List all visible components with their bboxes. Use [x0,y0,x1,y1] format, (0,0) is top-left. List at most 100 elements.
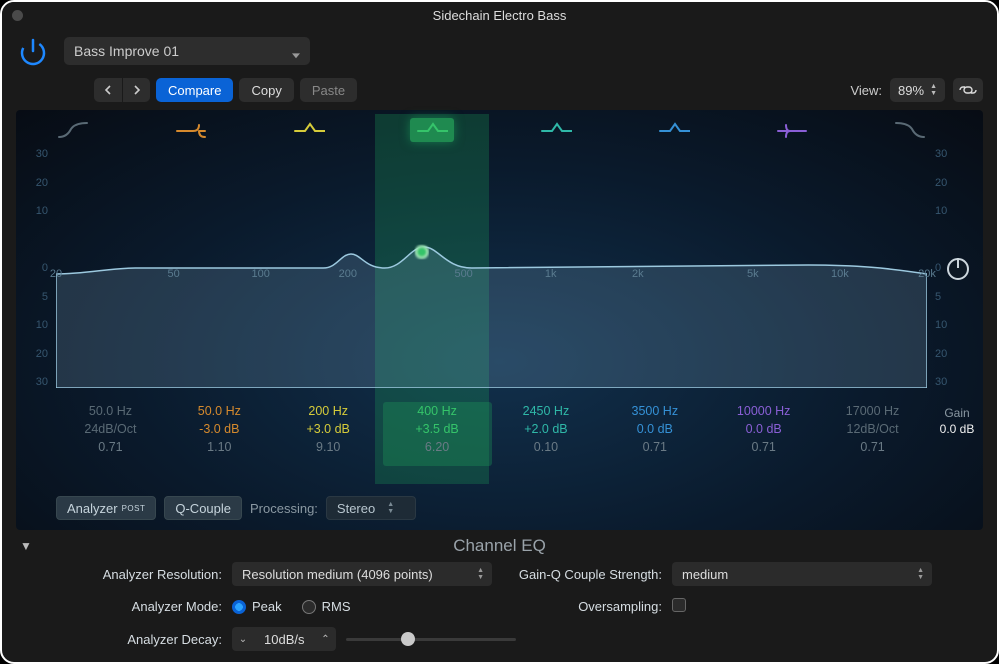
window-title: Sidechain Electro Bass [433,8,567,23]
band-q: 0.71 [818,438,927,456]
analyzer-decay-value: 10dB/s [254,632,314,647]
band-freq: 50.0 Hz [56,402,165,420]
band-freq: 50.0 Hz [165,402,274,420]
band-q: 9.10 [274,438,383,456]
analyzer-decay-stepper[interactable]: ⌄ 10dB/s ⌃ [232,627,336,651]
oversampling-checkbox[interactable] [672,598,932,615]
preset-selector[interactable]: Bass Improve 01 [64,37,310,65]
close-traffic-light[interactable] [12,10,23,21]
preset-prev-button[interactable] [94,78,122,102]
gain-readout: Gain 0.0 dB [933,406,981,436]
radio-on-icon [232,600,246,614]
band-freq: 2450 Hz [492,402,601,420]
band-parameters: 50.0 Hz24dB/Oct0.7150.0 Hz-3.0 dB1.10200… [56,402,927,466]
analyzer-mode-label: Analyzer Mode: [32,599,232,614]
copy-button[interactable]: Copy [239,78,293,102]
band-freq: 17000 Hz [818,402,927,420]
band-gain: 24dB/Oct [56,420,165,438]
band-gain: 12dB/Oct [818,420,927,438]
band-icon-4[interactable] [410,118,454,142]
band-icon-7[interactable] [775,120,809,140]
analyzer-res-label: Analyzer Resolution: [32,567,232,582]
band-freq: 400 Hz [383,402,492,420]
oversampling-label: Oversampling: [492,599,672,614]
band-2-params[interactable]: 50.0 Hz-3.0 dB1.10 [165,402,274,466]
band-icon-5[interactable] [539,120,573,140]
power-button[interactable] [16,34,50,68]
band-q: 1.10 [165,438,274,456]
chevron-down-icon: ⌄ [232,634,254,645]
preset-name: Bass Improve 01 [74,43,179,59]
updown-icon: ▲▼ [387,501,394,515]
gainq-label: Gain-Q Couple Strength: [492,567,672,582]
toolbar-row2: Compare Copy Paste View: 89% ▲▼ [2,78,997,110]
gainq-select[interactable]: medium ▲▼ [672,562,932,586]
band-freq: 200 Hz [274,402,383,420]
analyzer-decay-label: Analyzer Decay: [32,632,232,647]
titlebar: Sidechain Electro Bass [2,2,997,28]
chevron-up-icon: ⌃ [314,634,336,645]
plot-footer-controls: Analyzer POST Q-Couple Processing: Stere… [56,496,416,520]
link-button[interactable] [953,78,983,102]
analyzer-toggle[interactable]: Analyzer POST [56,496,156,520]
band-q: 0.10 [492,438,601,456]
preset-next-button[interactable] [122,78,150,102]
processing-value: Stereo [337,501,375,516]
band-icon-6[interactable] [657,120,691,140]
output-gain-knob[interactable] [947,258,969,280]
analyzer-res-value: Resolution medium (4096 points) [242,567,433,582]
gain-value: 0.0 dB [933,422,981,436]
band-3-params[interactable]: 200 Hz+3.0 dB9.10 [274,402,383,466]
band-icon-1[interactable] [56,120,90,140]
radio-off-icon [302,600,316,614]
band-q: 0.71 [709,438,818,456]
band-8-params[interactable]: 17000 Hz12dB/Oct0.71 [818,402,927,466]
toolbar: Bass Improve 01 [2,28,997,78]
checkbox-icon [672,598,686,612]
y-axis-left: 302010505102030 [20,148,48,388]
band-gain: -3.0 dB [165,420,274,438]
zoom-stepper[interactable]: 89% ▲▼ [890,78,945,102]
band-gain: 0.0 dB [709,420,818,438]
section-title: Channel EQ [453,536,546,556]
mode-peak-option[interactable]: Peak [232,599,282,615]
band-q: 6.20 [383,438,492,456]
band-gain: +3.5 dB [383,420,492,438]
band-icons-row [56,116,927,144]
view-label: View: [850,83,882,98]
paste-button[interactable]: Paste [300,78,357,102]
compare-button[interactable]: Compare [156,78,233,102]
band-gain: +2.0 dB [492,420,601,438]
band-6-params[interactable]: 3500 Hz0.0 dB0.71 [600,402,709,466]
band-7-params[interactable]: 10000 Hz0.0 dB0.71 [709,402,818,466]
slider-thumb[interactable] [401,632,415,646]
band-icon-2[interactable] [174,120,208,140]
analyzer-label: Analyzer [67,501,118,516]
band-freq: 10000 Hz [709,402,818,420]
zoom-updown-icon: ▲▼ [930,83,937,97]
band-gain: +3.0 dB [274,420,383,438]
band-gain: 0.0 dB [600,420,709,438]
band-1-params[interactable]: 50.0 Hz24dB/Oct0.71 [56,402,165,466]
x-axis: 20501002005001k2k5k10k20k [56,268,927,282]
processing-select[interactable]: Stereo ▲▼ [326,496,416,520]
band-q: 0.71 [600,438,709,456]
analyzer-decay-slider[interactable] [346,629,516,649]
mode-rms-option[interactable]: RMS [302,599,351,615]
eq-display: 302010505102030 302010505102030 20501002… [16,110,983,530]
q-couple-toggle[interactable]: Q-Couple [164,496,242,520]
band-5-params[interactable]: 2450 Hz+2.0 dB0.10 [492,402,601,466]
preset-nav [94,78,150,102]
analyzer-res-select[interactable]: Resolution medium (4096 points) ▲▼ [232,562,492,586]
section-header: ▼ Channel EQ [2,530,997,562]
updown-icon: ▲▼ [917,567,924,581]
gain-label: Gain [933,406,981,420]
updown-icon: ▲▼ [477,567,484,581]
band-4-params[interactable]: 400 Hz+3.5 dB6.20 [383,402,492,466]
slider-track [346,638,516,641]
details-panel: Analyzer Resolution: Resolution medium (… [2,562,997,664]
band-icon-8[interactable] [893,120,927,140]
band-icon-3[interactable] [292,120,326,140]
analyzer-mode-group: Peak RMS [232,599,492,615]
disclosure-triangle[interactable]: ▼ [20,539,32,553]
